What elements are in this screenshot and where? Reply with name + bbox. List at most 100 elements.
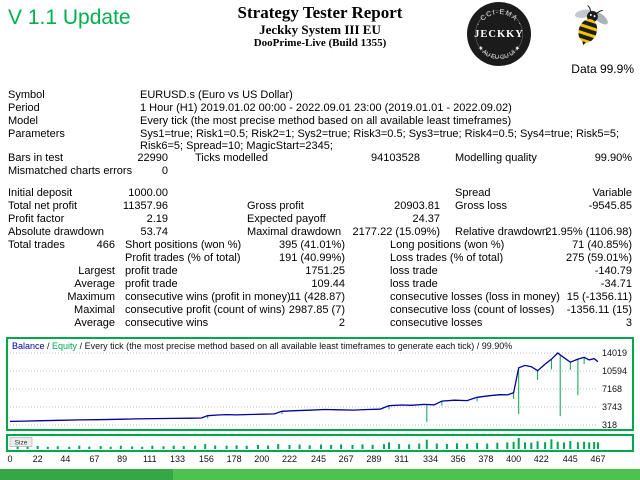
size-bar (340, 444, 343, 449)
report-cell: Ticks modelled (195, 152, 268, 164)
bee-stinger (582, 41, 587, 46)
size-legend-box (9, 437, 33, 447)
size-bar (204, 444, 207, 450)
x-axis-label: 267 (338, 454, 354, 464)
size-bar (257, 445, 259, 449)
size-bar (456, 443, 458, 449)
size-bar (320, 444, 322, 449)
report-cell: -1356.11 (15) (566, 304, 632, 316)
size-bar (298, 444, 301, 449)
report-row: Total trades 466 Short positions (won %) 39… (0, 239, 640, 253)
report-cell: Maximum (67, 291, 115, 303)
size-bar (151, 445, 154, 449)
report-row: Bars in test 22990 Ticks modelled 94103528 M… (0, 152, 640, 166)
report-row: Symbol EURUSD.s (Euro vs US Dollar) (0, 89, 640, 103)
balance-chart: Balance / Equity / Every tick (the most … (6, 337, 634, 431)
report-cell: 99.90% (594, 152, 632, 164)
size-bar (182, 446, 185, 449)
report-cell: 1 Hour (H1) 2019.01.02 00:00 - 2022.09.0… (140, 102, 512, 114)
size-bar (506, 442, 509, 449)
chart-legend: Balance / Equity / Every tick (the most … (12, 341, 512, 351)
size-bar (36, 445, 39, 449)
size-bar (476, 442, 479, 449)
size-bar (172, 445, 175, 449)
data-quality-label: Data 99.9% (571, 62, 634, 76)
report-row: Initial deposit 1000.00 Spread Variable (0, 187, 640, 201)
size-bar (524, 442, 526, 449)
x-axis-label: 178 (226, 454, 242, 464)
report-cell: profit trade (125, 265, 178, 277)
size-bar (56, 446, 59, 450)
report-cell: Modelling quality (455, 152, 537, 164)
report-cell: 3 (625, 317, 632, 329)
report-cell: Mismatched charts errors (8, 165, 133, 177)
report-cell: Maximal (74, 304, 115, 316)
report-cell: 275 (59.01%) (565, 252, 632, 264)
report-table: Symbol EURUSD.s (Euro vs US Dollar) Period… (0, 89, 640, 331)
y-axis-label: 3743 (602, 402, 622, 412)
report-cell: Parameters (8, 128, 65, 140)
size-bar (88, 446, 91, 449)
report-cell: Variable (592, 187, 632, 199)
x-axis-label: 22 (32, 454, 43, 464)
balance-chart-plot: 14019 10594 7168 3743 318 (9, 348, 627, 430)
size-bar (214, 445, 217, 449)
report-row: Mismatched charts errors 0 (0, 165, 640, 188)
x-axis-label: 111 (142, 454, 157, 464)
report-row: Parameters Sys1=true; Risk1=0.5; Risk2=1;… (0, 128, 640, 153)
size-bar (78, 445, 81, 449)
report-cell: Average (74, 278, 115, 290)
report-row: Maximal consecutive profit (count of wins… (0, 304, 640, 318)
report-cell: EURUSD.s (Euro vs US Dollar) (140, 89, 293, 101)
x-axis-label: 44 (60, 454, 71, 464)
size-bar (267, 445, 270, 449)
size-bar (162, 446, 165, 450)
report-cell: -140.79 (594, 265, 632, 277)
size-bar (109, 446, 112, 449)
size-bar (435, 443, 438, 449)
size-bar (398, 444, 401, 450)
report-cell: Maximal drawdown (247, 226, 342, 238)
report-row: Average consecutive wins 2 consecutive loss… (0, 317, 640, 331)
size-bar (235, 445, 238, 449)
x-axis-label: 67 (89, 454, 100, 464)
size-bar (583, 441, 586, 449)
size-bar (288, 445, 291, 449)
report-cell: consecutive wins (125, 317, 209, 329)
report-cell: 466 (96, 239, 115, 251)
x-axis-label: 245 (310, 454, 327, 464)
size-bar (576, 442, 579, 449)
report-cell: Expected payoff (247, 213, 326, 225)
report-cell: consecutive profit (count of wins) (125, 304, 286, 316)
size-bar (16, 446, 19, 450)
legend-separator: / (474, 341, 482, 351)
report-cell: Spread (455, 187, 491, 199)
version-label: V 1.1 Update (8, 6, 131, 29)
report-cell: 2 (338, 317, 345, 329)
size-bar (277, 444, 280, 450)
size-bar (99, 446, 102, 449)
report-cell: Loss trades (% of total) (390, 252, 504, 264)
x-axis-label: 467 (590, 454, 606, 464)
report-row: Largest profit trade 1751.25 loss trade -140… (0, 265, 640, 279)
x-axis-label: 133 (169, 454, 186, 464)
size-bar (408, 444, 411, 449)
report-cell: 21.95% (1106.98) (545, 226, 632, 238)
bee-icon (574, 5, 608, 46)
size-bar (563, 442, 565, 449)
size-bar (556, 441, 559, 449)
report-cell: Model (8, 115, 38, 127)
size-bar (569, 441, 572, 449)
size-bar (308, 445, 311, 449)
x-axis-label: 378 (478, 454, 494, 464)
y-axis-label: 10594 (602, 366, 627, 376)
report-cell: Symbol (8, 89, 45, 101)
lot-size-strip: Size (6, 434, 634, 452)
report-cell: 395 (41.01%) (278, 239, 345, 251)
report-cell: Gross profit (247, 200, 304, 212)
size-bar (141, 446, 144, 449)
x-axis-label: 445 (562, 454, 578, 464)
size-bar (425, 439, 428, 449)
report-row: Maximum consecutive wins (profit in money… (0, 291, 640, 305)
lot-size-plot: Size (9, 437, 599, 450)
